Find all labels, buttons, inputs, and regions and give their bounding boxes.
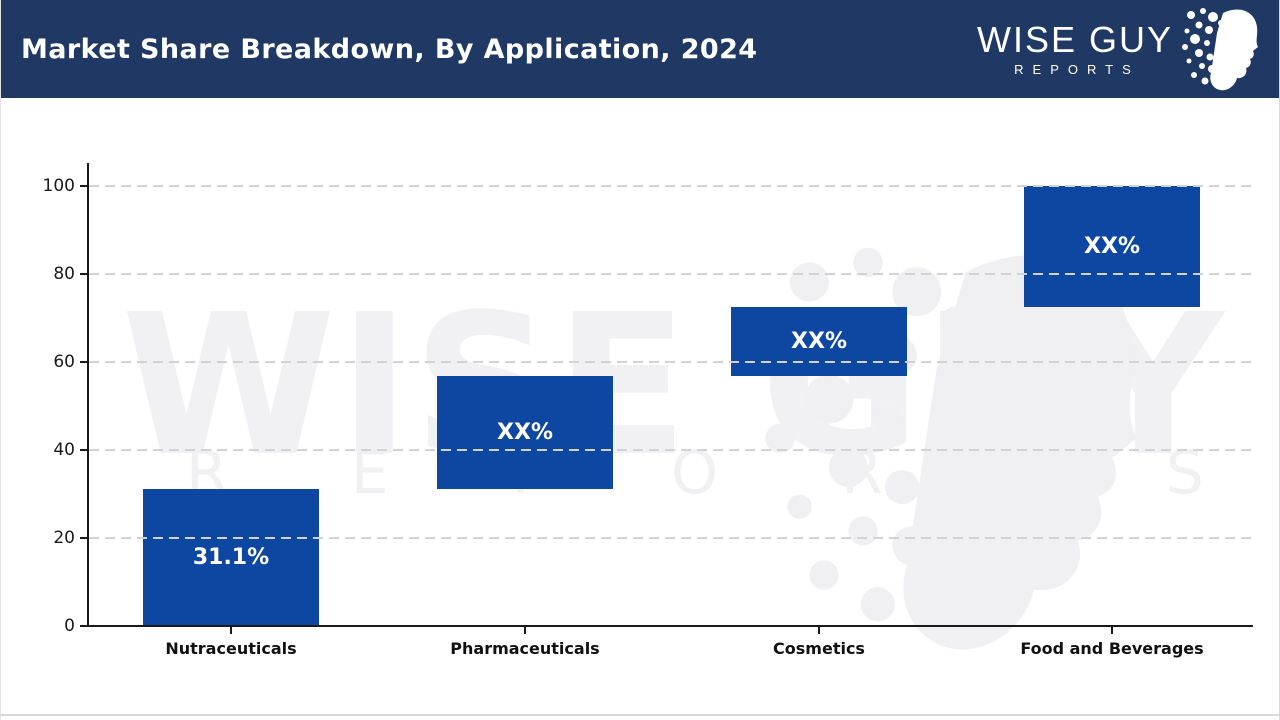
- x-axis-spine: [87, 625, 1253, 627]
- x-tick: [230, 627, 232, 634]
- header: Market Share Breakdown, By Application, …: [1, 0, 1279, 98]
- x-tick: [524, 627, 526, 634]
- x-tick: [1111, 627, 1113, 634]
- category-label-cosmetics: Cosmetics: [773, 639, 865, 658]
- bar-value-label: 31.1%: [192, 545, 270, 571]
- gridline: [89, 185, 1253, 187]
- y-tick: [80, 273, 88, 275]
- y-tick-label: 40: [53, 440, 75, 460]
- y-tick: [80, 449, 88, 451]
- y-tick: [80, 625, 88, 627]
- bottom-border: [1, 714, 1279, 716]
- category-label-pharmaceuticals: Pharmaceuticals: [450, 639, 600, 658]
- y-tick-label: 0: [64, 616, 75, 636]
- logo-face-dots-icon: [1182, 8, 1258, 91]
- bar-cosmetics: XX%: [731, 307, 907, 377]
- y-tick-label: 60: [53, 352, 75, 372]
- logo-wordmark: WISE GUY REPORTS: [976, 18, 1173, 77]
- logo-wordmark-text: WISE GUY: [976, 18, 1173, 60]
- y-tick: [80, 185, 88, 187]
- bar-value-label: XX%: [791, 329, 847, 355]
- wise-guy-logo: WISE GUY REPORTS: [977, 3, 1263, 95]
- plot-area: 31.1% XX% XX% XX%: [89, 164, 1253, 626]
- y-tick-label: 80: [53, 264, 75, 284]
- category-label-food-and-beverages: Food and Beverages: [1020, 639, 1204, 658]
- y-axis-spine: [87, 163, 89, 626]
- bar-pharmaceuticals: XX%: [437, 376, 613, 490]
- bar-food-and-beverages: XX%: [1024, 186, 1200, 307]
- y-tick-label: 100: [42, 176, 75, 196]
- gridline: [89, 361, 1253, 363]
- category-label-nutraceuticals: Nutraceuticals: [165, 639, 297, 658]
- gridline: [89, 273, 1253, 275]
- logo-subtext: REPORTS: [1014, 61, 1140, 77]
- bar-value-label: XX%: [497, 420, 553, 446]
- bar-nutraceuticals: 31.1%: [143, 489, 319, 626]
- gridline: [89, 537, 1253, 539]
- x-tick: [818, 627, 820, 634]
- bar-value-label: XX%: [1084, 234, 1140, 259]
- y-tick-label: 20: [53, 528, 75, 548]
- y-tick: [80, 361, 88, 363]
- gridline: [89, 449, 1253, 451]
- chart-title: Market Share Breakdown, By Application, …: [21, 33, 758, 65]
- y-tick: [80, 537, 88, 539]
